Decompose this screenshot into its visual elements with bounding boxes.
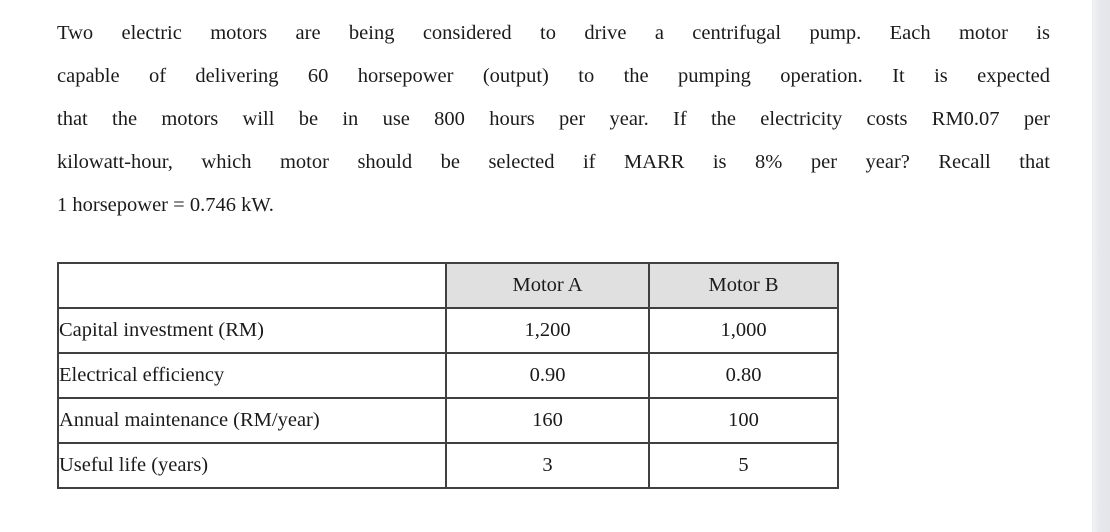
problem-statement: Two electric motors are being considered… [57,12,1050,227]
scrollbar-track[interactable] [1092,0,1110,532]
row-label-useful-life: Useful life (years) [57,442,447,489]
table-header-row: Motor A Motor B [57,262,839,309]
problem-line: that the motors will be in use 800 hours… [57,108,1050,130]
table-row: Useful life (years) 3 5 [57,442,839,489]
cell-life-motor-a: 3 [445,442,650,489]
table-row: Capital investment (RM) 1,200 1,000 [57,307,839,354]
row-label-electrical-efficiency: Electrical efficiency [57,352,447,399]
header-cell-motor-b: Motor B [648,262,839,309]
cell-maintenance-motor-b: 100 [648,397,839,444]
cell-capital-motor-a: 1,200 [445,307,650,354]
problem-line: capable of delivering 60 horsepower (out… [57,65,1050,87]
cell-efficiency-motor-a: 0.90 [445,352,650,399]
motor-comparison-table: Motor A Motor B Capital investment (RM) … [57,262,839,489]
row-label-annual-maintenance: Annual maintenance (RM/year) [57,397,447,444]
problem-line: 1 horsepower = 0.746 kW. [57,194,274,216]
header-cell-motor-a: Motor A [445,262,650,309]
table-row: Annual maintenance (RM/year) 160 100 [57,397,839,444]
problem-line: Two electric motors are being considered… [57,22,1050,44]
header-cell-blank [57,262,447,309]
row-label-capital-investment: Capital investment (RM) [57,307,447,354]
table-row: Electrical efficiency 0.90 0.80 [57,352,839,399]
problem-line: kilowatt-hour, which motor should be sel… [57,151,1050,173]
cell-life-motor-b: 5 [648,442,839,489]
cell-maintenance-motor-a: 160 [445,397,650,444]
cell-capital-motor-b: 1,000 [648,307,839,354]
cell-efficiency-motor-b: 0.80 [648,352,839,399]
